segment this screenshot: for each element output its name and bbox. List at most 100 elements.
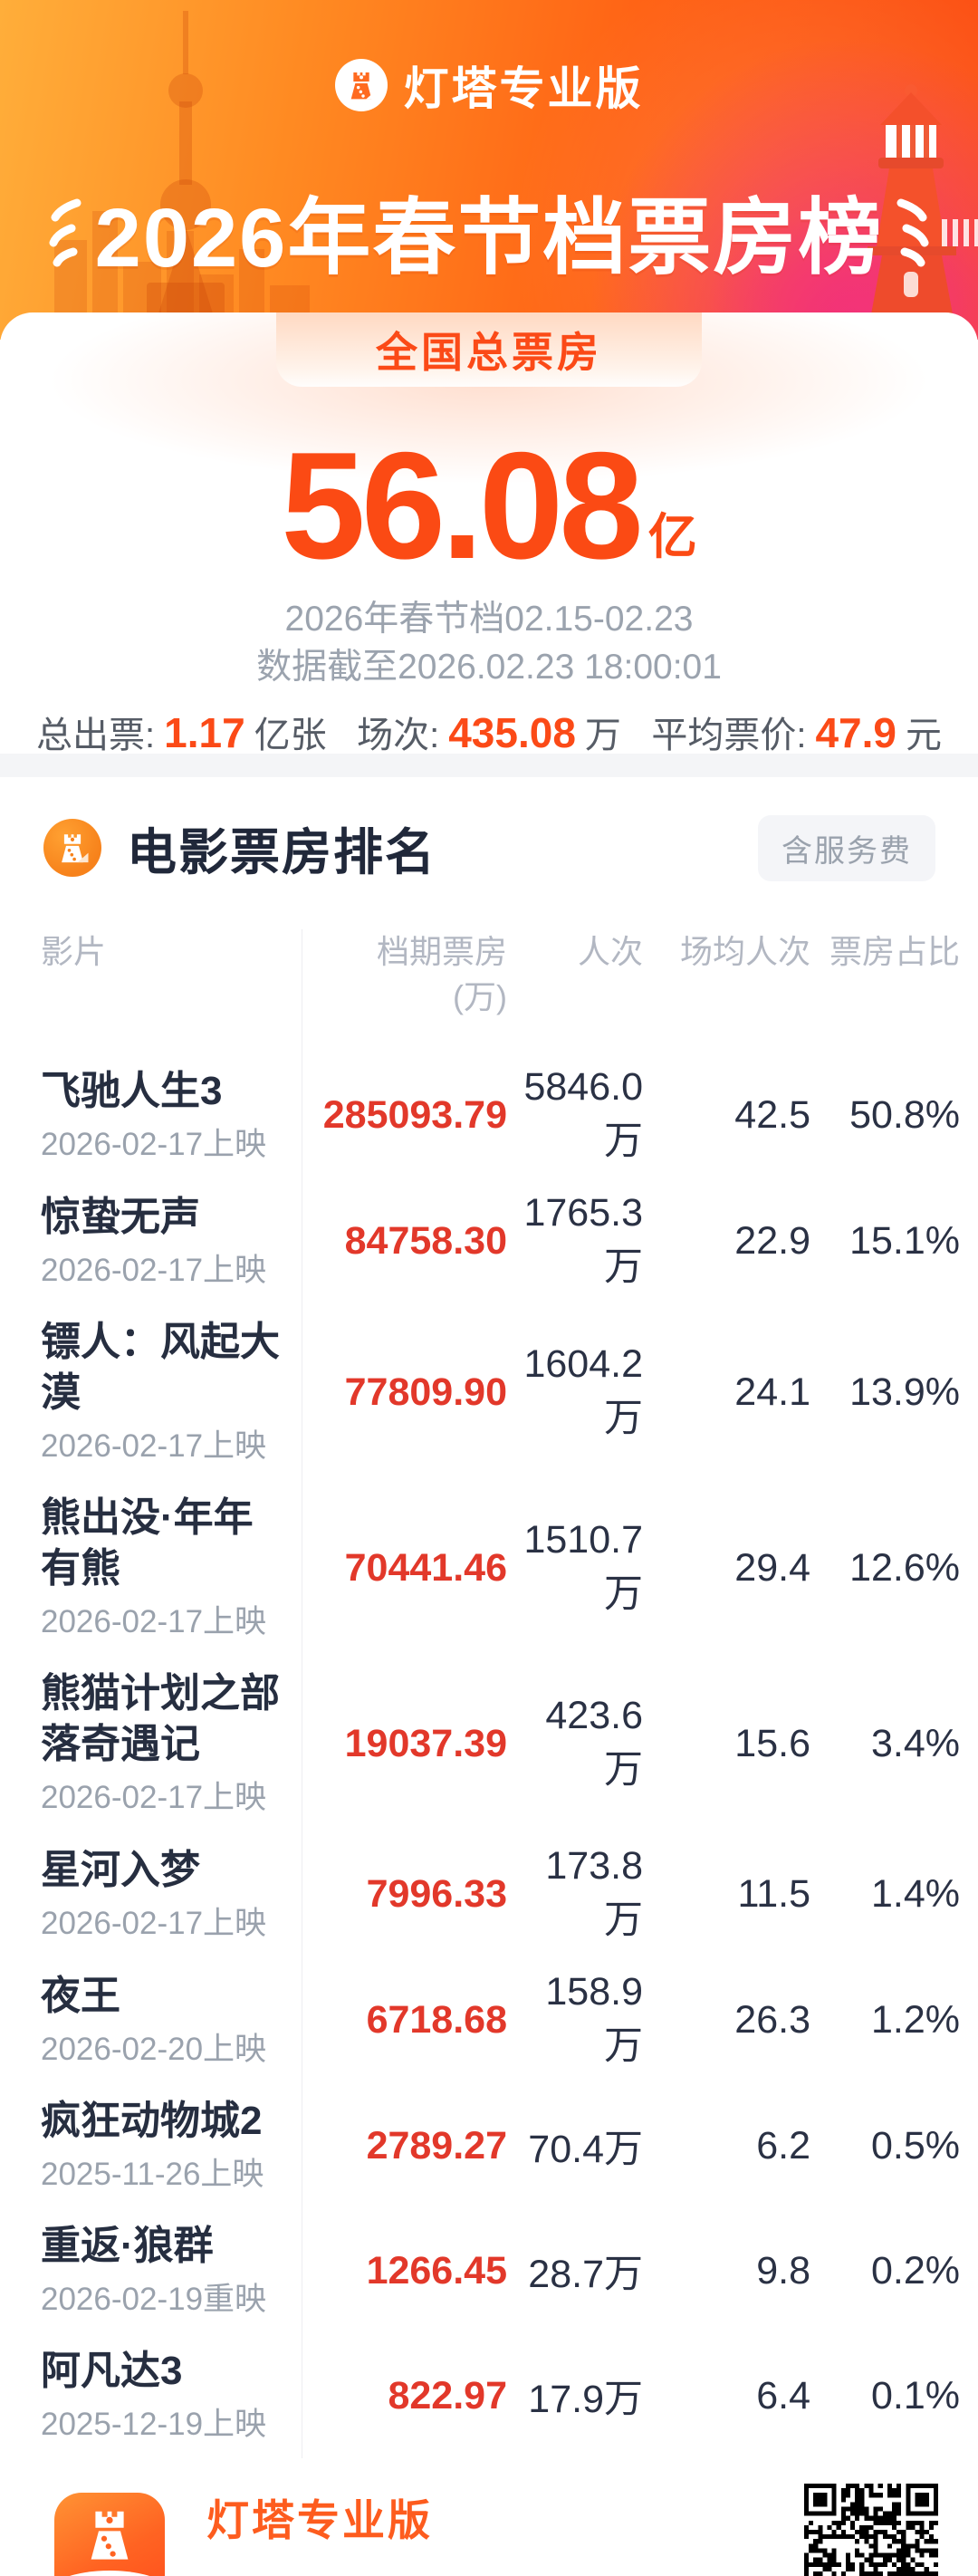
service-fee-badge[interactable]: 含服务费: [758, 814, 935, 881]
movie-box-office: 70441.46: [344, 1545, 507, 1590]
table-row[interactable]: 飞驰人生3 2026-02-17上映 285093.79 5846.0万 42.…: [41, 1053, 960, 1178]
stat-unit: 元: [905, 716, 942, 754]
stat-label: 平均票价:: [651, 716, 807, 754]
lighthouse-section-icon: [43, 819, 101, 877]
page-title: 2026年春节档票房榜: [94, 192, 884, 284]
movie-release-date: 2026-02-17上映: [41, 1780, 267, 1815]
movie-attendance: 28.7万: [528, 2253, 643, 2296]
movie-share: 50.8%: [849, 1093, 960, 1137]
ranking-table: 影片 档期票房 (万) 人次 场均人次 票房占比 飞驰人生3 2026-02-1…: [0, 929, 978, 2458]
total-box-office: 56.08 亿: [0, 428, 978, 582]
stat-label: 总出票:: [36, 716, 156, 754]
movie-share: 13.9%: [849, 1370, 960, 1414]
table-row[interactable]: 星河入梦 2026-02-17上映 7996.33 173.8万 11.5 1.…: [41, 1831, 960, 1957]
national-total-badge-label: 全国总票房: [376, 329, 602, 376]
stat-screenings: 场次: 435.08 万: [357, 706, 621, 754]
movie-release-date: 2026-02-20上映: [41, 2031, 267, 2067]
movie-cell: 星河入梦 2026-02-17上映: [41, 1845, 303, 1945]
app-icon: AI: [54, 2493, 165, 2576]
movie-cell: 熊猫计划之部落奇遇记 2026-02-17上映: [41, 1668, 303, 1819]
stat-unit: 万: [584, 716, 621, 754]
national-total-badge: 全国总票房: [276, 312, 702, 387]
movie-avg-attendance: 6.2: [756, 2123, 810, 2167]
total-box-office-card: 全国总票房 56.08 亿 2026年春节档02.15-02.23 数据截至20…: [0, 312, 978, 754]
stat-value: 47.9: [815, 709, 896, 754]
movie-avg-attendance: 29.4: [734, 1545, 810, 1590]
movie-release-date: 2026-02-17上映: [41, 1252, 267, 1288]
movie-share: 3.4%: [870, 1721, 960, 1765]
app-name: 灯塔专业版: [403, 63, 644, 114]
movie-release-date: 2026-02-17上映: [41, 1905, 267, 1941]
table-row[interactable]: 重返·狼群 2026-02-19重映 1266.45 28.7万 9.8 0.2…: [41, 2208, 960, 2333]
movie-title: 镖人：风起大漠: [41, 1320, 280, 1415]
qr-code[interactable]: [804, 2484, 938, 2576]
movie-box-office: 822.97: [388, 2373, 507, 2417]
movie-title: 飞驰人生3: [41, 1068, 223, 1113]
movie-avg-attendance: 26.3: [734, 1998, 810, 2042]
ranking-section-header: 电影票房排名 含服务费: [0, 814, 978, 881]
movie-release-date: 2026-02-17上映: [41, 1126, 267, 1162]
movie-title: 阿凡达3: [41, 2349, 183, 2393]
movie-release-date: 2025-11-26上映: [41, 2157, 264, 2192]
movie-title: 夜王: [41, 1973, 120, 2018]
movie-share: 1.2%: [870, 1998, 960, 2042]
lighthouse-app-icon: [91, 2511, 129, 2560]
movie-title: 星河入梦: [41, 1847, 200, 1892]
column-header-movie: 影片: [41, 933, 107, 970]
movie-cell: 夜王 2026-02-20上映: [41, 1971, 303, 2071]
movie-title: 熊出没·年年有熊: [41, 1495, 254, 1591]
title-row: 2026年春节档票房榜: [0, 170, 978, 291]
movie-avg-attendance: 11.5: [737, 1872, 811, 1916]
movie-avg-attendance: 6.4: [756, 2373, 810, 2417]
movie-cell: 熊出没·年年有熊 2026-02-17上映: [41, 1493, 303, 1643]
movie-cell: 飞驰人生3 2026-02-17上映: [41, 1066, 303, 1166]
movie-box-office: 2789.27: [366, 2123, 507, 2167]
app-icon-wave: AI: [54, 2571, 165, 2576]
table-row[interactable]: 夜王 2026-02-20上映 6718.68 158.9万 26.3 1.2%: [41, 1957, 960, 2083]
movie-attendance: 17.9万: [528, 2378, 643, 2421]
movie-cell: 疯狂动物城2 2025-11-26上映: [41, 2096, 303, 2196]
total-box-office-value: 56.08: [281, 420, 643, 591]
movie-share: 15.1%: [849, 1219, 960, 1263]
movie-title: 疯狂动物城2: [41, 2099, 263, 2143]
movie-release-date: 2025-12-19上映: [41, 2407, 267, 2442]
movie-share: 1.4%: [870, 1872, 960, 1916]
movie-share: 0.5%: [870, 2123, 960, 2167]
period-label: 2026年春节档02.15-02.23: [284, 600, 694, 639]
laurel-right-icon: [896, 198, 929, 266]
stat-value: 435.08: [448, 709, 576, 754]
stat-avg-price: 平均票价: 47.9 元: [651, 706, 942, 754]
stat-label: 场次:: [357, 716, 440, 754]
table-row[interactable]: 惊蛰无声 2026-02-17上映 84758.30 1765.3万 22.9 …: [41, 1178, 960, 1304]
movie-avg-attendance: 15.6: [734, 1721, 810, 1765]
movie-attendance: 1765.3万: [523, 1191, 643, 1289]
table-row[interactable]: 熊出没·年年有熊 2026-02-17上映 70441.46 1510.7万 2…: [41, 1480, 960, 1656]
movie-release-date: 2026-02-19重映: [41, 2282, 267, 2317]
ranking-section-title: 电影票房排名: [127, 824, 437, 880]
footer-app-name: 灯塔专业版: [206, 2495, 433, 2544]
movie-cell: 阿凡达3 2025-12-19上映: [41, 2346, 303, 2446]
movie-release-date: 2026-02-17上映: [41, 1428, 267, 1464]
movie-share: 12.6%: [849, 1545, 960, 1590]
movie-title: 惊蛰无声: [41, 1194, 200, 1239]
movie-share: 0.1%: [870, 2373, 960, 2417]
movie-avg-attendance: 9.8: [756, 2248, 810, 2292]
data-cutoff-label: 数据截至2026.02.23 18:00:01: [256, 648, 722, 687]
table-row[interactable]: 阿凡达3 2025-12-19上映 822.97 17.9万 6.4 0.1%: [41, 2333, 960, 2458]
table-row[interactable]: 熊猫计划之部落奇遇记 2026-02-17上映 19037.39 423.6万 …: [41, 1656, 960, 1831]
section-divider: [0, 754, 978, 777]
movie-attendance: 70.4万: [528, 2128, 643, 2171]
laurel-left-icon: [49, 198, 82, 266]
footer-texts: 灯塔专业版 长按识别二维码探索智能问答: [206, 2485, 654, 2576]
table-row[interactable]: 疯狂动物城2 2025-11-26上映 2789.27 70.4万 6.2 0.…: [41, 2083, 960, 2208]
table-row[interactable]: 镖人：风起大漠 2026-02-17上映 77809.90 1604.2万 24…: [41, 1304, 960, 1480]
movie-cell: 重返·狼群 2026-02-19重映: [41, 2221, 303, 2321]
stat-unit: 亿张: [254, 716, 327, 754]
movie-title: 重返·狼群: [41, 2224, 214, 2268]
movie-attendance: 5846.0万: [523, 1065, 643, 1163]
summary-stats-row: 总出票: 1.17 亿张 场次: 435.08 万 平均票价: 47.9 元: [0, 706, 978, 754]
movie-box-office: 84758.30: [344, 1219, 507, 1263]
column-header-share: 票房占比: [829, 933, 960, 970]
movie-box-office: 7996.33: [366, 1872, 507, 1916]
